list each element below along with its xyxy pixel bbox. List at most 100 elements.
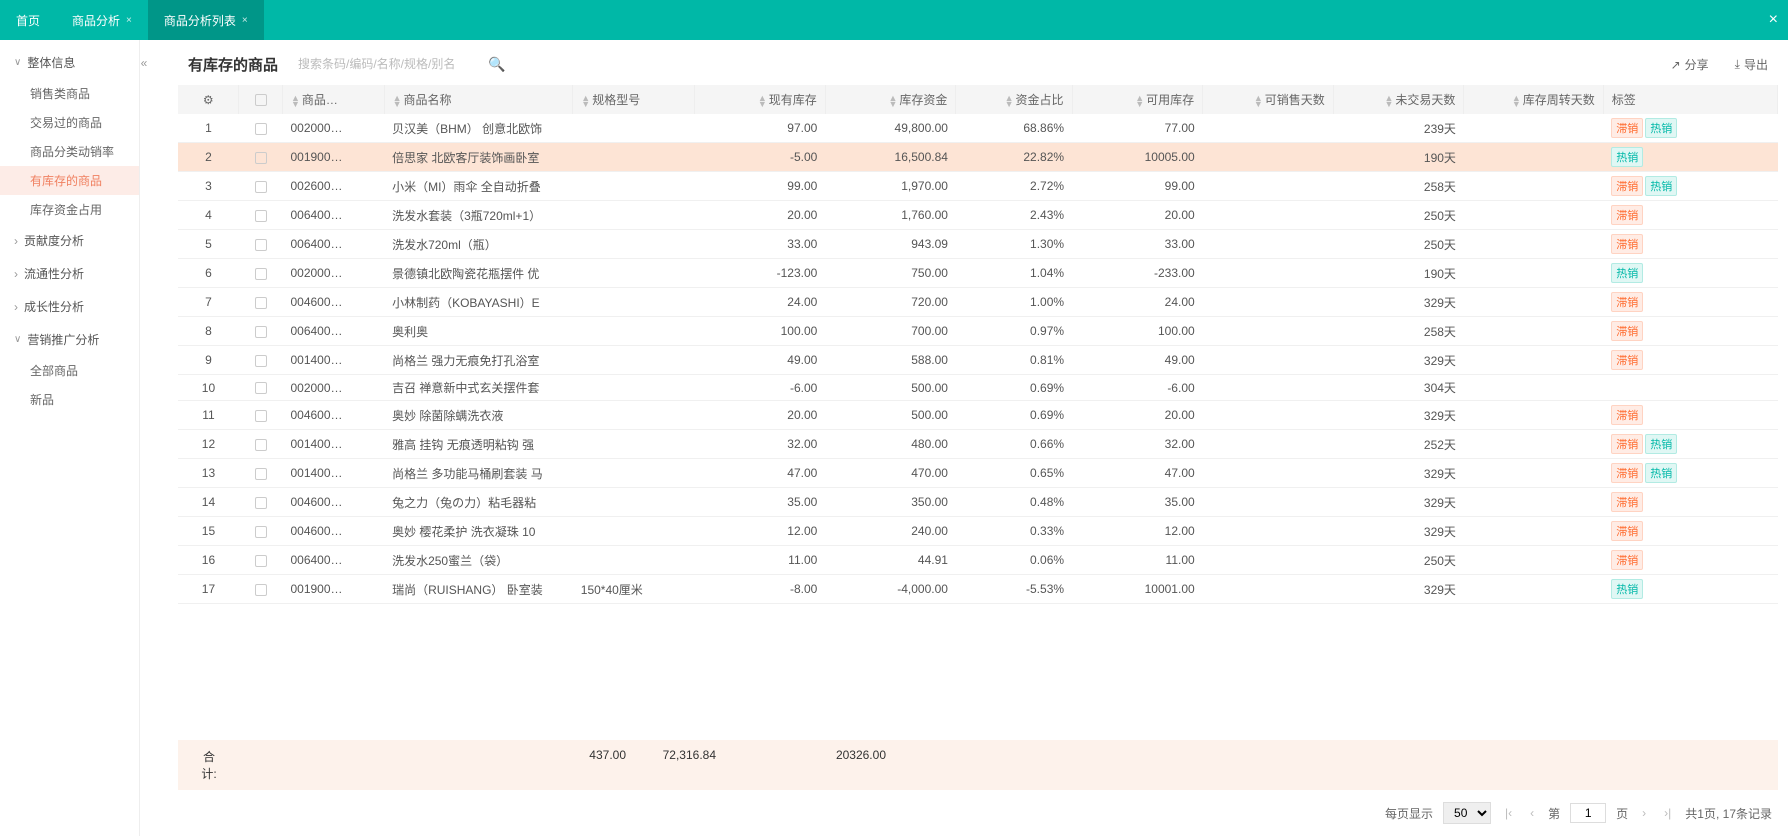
per-page-select[interactable]: 50: [1443, 802, 1491, 824]
export-button[interactable]: ⤓ 导出: [1735, 56, 1768, 73]
cell-spec: 150*40厘米: [573, 575, 695, 604]
search-input[interactable]: [298, 57, 478, 72]
cell-fund_pct: 0.69%: [956, 375, 1072, 401]
sidebar-group-0[interactable]: 整体信息: [0, 46, 139, 79]
table-row[interactable]: 17001900…瑞尚（RUISHANG） 卧室装150*40厘米-8.00-4…: [178, 575, 1778, 604]
sidebar-item-0-3[interactable]: 有库存的商品: [0, 166, 139, 195]
totals-cell-turnover_days: [1074, 748, 1170, 782]
row-checkbox[interactable]: [255, 382, 267, 394]
collapse-sidebar-button[interactable]: «: [136, 54, 152, 72]
close-all-tabs-button[interactable]: ×: [1769, 0, 1778, 40]
gear-icon[interactable]: ⚙: [203, 93, 214, 107]
table-row[interactable]: 8006400…奥利奥100.00700.000.97%100.00258天滞销: [178, 317, 1778, 346]
sort-icon[interactable]: ▲▼: [889, 95, 898, 107]
col-header-sell_days[interactable]: ▲▼可销售天数: [1203, 85, 1334, 114]
row-checkbox[interactable]: [255, 526, 267, 538]
tab-2[interactable]: 商品分析列表×: [148, 0, 264, 40]
row-checkbox[interactable]: [255, 355, 267, 367]
sort-icon[interactable]: ▲▼: [758, 95, 767, 107]
cell-name: 小米（MI）雨伞 全自动折叠: [384, 172, 573, 201]
row-checkbox[interactable]: [255, 268, 267, 280]
cell-spec: [573, 201, 695, 230]
row-checkbox[interactable]: [255, 468, 267, 480]
sidebar-group-2[interactable]: 流通性分析: [0, 257, 139, 290]
tab-0[interactable]: 首页: [0, 0, 56, 40]
table-row[interactable]: 7004600…小林制药（KOBAYASHI）E24.00720.001.00%…: [178, 288, 1778, 317]
cell-gear: 4: [178, 201, 239, 230]
sort-icon[interactable]: ▲▼: [393, 95, 402, 107]
sort-icon[interactable]: ▲▼: [1005, 95, 1014, 107]
table-row[interactable]: 10002000…吉召 禅意新中式玄关摆件套-6.00500.000.69%-6…: [178, 375, 1778, 401]
row-checkbox[interactable]: [255, 497, 267, 509]
sidebar-group-3[interactable]: 成长性分析: [0, 290, 139, 323]
table-row[interactable]: 1002000…贝汉美（BHM） 创意北欧饰97.0049,800.0068.8…: [178, 114, 1778, 143]
table-row[interactable]: 11004600…奥妙 除菌除螨洗衣液20.00500.000.69%20.00…: [178, 401, 1778, 430]
pager-next-button[interactable]: ›: [1638, 806, 1650, 820]
tab-close-icon[interactable]: ×: [126, 15, 132, 26]
sidebar-item-0-1[interactable]: 交易过的商品: [0, 108, 139, 137]
row-checkbox[interactable]: [255, 181, 267, 193]
col-header-fund_pct[interactable]: ▲▼资金占比: [956, 85, 1072, 114]
sidebar-item-0-2[interactable]: 商品分类动销率: [0, 137, 139, 166]
col-header-spec[interactable]: ▲▼规格型号: [573, 85, 695, 114]
cell-turnover_days: [1464, 259, 1603, 288]
col-header-turnover_days[interactable]: ▲▼库存周转天数: [1464, 85, 1603, 114]
sidebar-item-0-0[interactable]: 销售类商品: [0, 79, 139, 108]
table-row[interactable]: 15004600…奥妙 樱花柔护 洗衣凝珠 1012.00240.000.33%…: [178, 517, 1778, 546]
row-checkbox[interactable]: [255, 297, 267, 309]
table-row[interactable]: 6002000…景德镇北欧陶瓷花瓶摆件 优-123.00750.001.04%-…: [178, 259, 1778, 288]
page-input[interactable]: [1570, 803, 1606, 823]
table-row[interactable]: 2001900…倍思家 北欧客厅装饰画卧室-5.0016,500.8422.82…: [178, 143, 1778, 172]
row-checkbox[interactable]: [255, 555, 267, 567]
sidebar-item-4-0[interactable]: 全部商品: [0, 356, 139, 385]
sidebar-group-1[interactable]: 贡献度分析: [0, 224, 139, 257]
tag-badge: 滞销: [1611, 521, 1643, 541]
cell-tags: 滞销热销: [1603, 459, 1777, 488]
table-row[interactable]: 14004600…兔之力（兔の力）粘毛器粘35.00350.000.48%35.…: [178, 488, 1778, 517]
row-checkbox[interactable]: [255, 152, 267, 164]
row-checkbox[interactable]: [255, 210, 267, 222]
col-header-no_trade_days[interactable]: ▲▼未交易天数: [1333, 85, 1464, 114]
col-header-name[interactable]: ▲▼商品名称: [384, 85, 573, 114]
sort-icon[interactable]: ▲▼: [291, 95, 300, 107]
pager-prev-button[interactable]: ‹: [1526, 806, 1538, 820]
sort-icon[interactable]: ▲▼: [1135, 95, 1144, 107]
sort-icon[interactable]: ▲▼: [1384, 95, 1393, 107]
sidebar-item-4-1[interactable]: 新品: [0, 385, 139, 414]
totals-cell-sell_days: [894, 748, 984, 782]
col-header-stock[interactable]: ▲▼现有库存: [695, 85, 826, 114]
row-checkbox[interactable]: [255, 239, 267, 251]
col-header-avail[interactable]: ▲▼可用库存: [1072, 85, 1203, 114]
row-checkbox[interactable]: [255, 439, 267, 451]
share-button[interactable]: ↗ 分享: [1671, 56, 1709, 73]
search-icon[interactable]: 🔍: [488, 56, 505, 73]
sort-icon[interactable]: ▲▼: [1512, 95, 1521, 107]
sidebar-item-0-4[interactable]: 库存资金占用: [0, 195, 139, 224]
cell-spec: [573, 114, 695, 143]
sort-icon[interactable]: ▲▼: [581, 95, 590, 107]
table-row[interactable]: 13001400…尚格兰 多功能马桶刷套装 马47.00470.000.65%4…: [178, 459, 1778, 488]
row-checkbox[interactable]: [255, 584, 267, 596]
cell-gear: 16: [178, 546, 239, 575]
table-row[interactable]: 16006400…洗发水250蜜兰（袋）11.0044.910.06%11.00…: [178, 546, 1778, 575]
table-row[interactable]: 12001400…雅高 挂钩 无痕透明粘钩 强32.00480.000.66%3…: [178, 430, 1778, 459]
cell-tags: 滞销: [1603, 201, 1777, 230]
table-row[interactable]: 5006400…洗发水720ml（瓶）33.00943.091.30%33.00…: [178, 230, 1778, 259]
row-checkbox[interactable]: [255, 326, 267, 338]
tab-close-icon[interactable]: ×: [242, 15, 248, 26]
cell-gear: 2: [178, 143, 239, 172]
col-header-stock_fund[interactable]: ▲▼库存资金: [825, 85, 956, 114]
pager-last-button[interactable]: ›|: [1660, 806, 1675, 820]
table-row[interactable]: 4006400…洗发水套装（3瓶720ml+1）20.001,760.002.4…: [178, 201, 1778, 230]
table-row[interactable]: 3002600…小米（MI）雨伞 全自动折叠99.001,970.002.72%…: [178, 172, 1778, 201]
select-all-checkbox[interactable]: [255, 94, 267, 106]
pager-first-button[interactable]: |‹: [1501, 806, 1516, 820]
row-checkbox[interactable]: [255, 410, 267, 422]
sidebar-group-4[interactable]: 营销推广分析: [0, 323, 139, 356]
cell-turnover_days: [1464, 488, 1603, 517]
col-header-code[interactable]: ▲▼商品…: [282, 85, 384, 114]
tab-1[interactable]: 商品分析×: [56, 0, 148, 40]
row-checkbox[interactable]: [255, 123, 267, 135]
table-row[interactable]: 9001400…尚格兰 强力无痕免打孔浴室49.00588.000.81%49.…: [178, 346, 1778, 375]
sort-icon[interactable]: ▲▼: [1254, 95, 1263, 107]
